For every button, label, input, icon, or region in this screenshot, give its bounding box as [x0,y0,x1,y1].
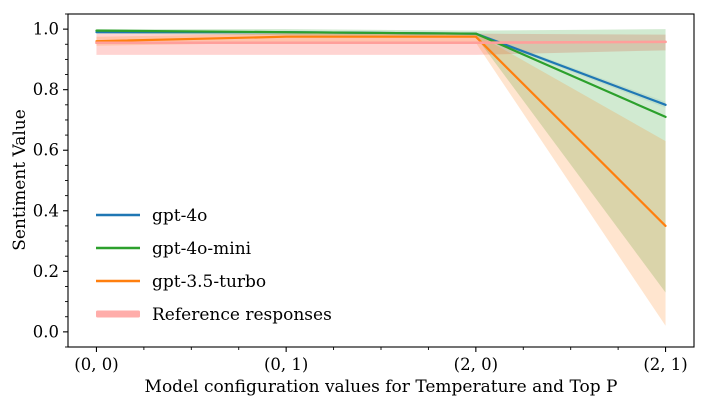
y-tick-label: 0.8 [33,80,59,99]
legend-item-reference-responses: Reference responses [96,305,332,325]
legend-label-reference-responses: Reference responses [152,305,332,325]
y-tick-label: 1.0 [33,20,59,39]
legend-item-gpt-4o-mini: gpt-4o-mini [96,239,252,259]
x-tick-label: (0, 1) [264,355,308,374]
line-gpt-4o-mini [95,29,667,119]
y-tick-label: 0.4 [33,201,59,220]
y-tick-label: 0.6 [33,141,59,160]
line-reference-responses [95,40,667,45]
band-reference-responses [96,33,666,55]
legend-swatch-reference-responses [96,310,140,318]
line-gpt-3-5-turbo [95,35,667,228]
band-gpt-4o-mini [96,29,666,293]
band-gpt-4o [96,30,666,108]
legend-label-gpt-4o: gpt-4o [152,206,207,226]
x-tick-label: (2, 0) [454,355,498,374]
y-tick-label: 0.0 [33,322,59,341]
x-axis-label: Model configuration values for Temperatu… [144,377,618,397]
x-tick-label: (0, 0) [74,355,118,374]
legend: gpt-4o gpt-4o-mini gpt-3.5-turbo Reference … [96,206,332,325]
y-axis-label: Sentiment Value [10,109,30,251]
band-gpt-3-5-turbo [96,33,666,326]
legend-item-gpt-4o: gpt-4o [96,206,207,226]
x-tick-label: (2, 1) [643,355,687,374]
legend-item-gpt-3-5-turbo: gpt-3.5-turbo [96,272,266,292]
legend-label-gpt-4o-mini: gpt-4o-mini [152,239,252,259]
axis-ticks: 0.0 0.2 0.4 0.6 0.8 1.0 (0, 0) (0, 1) (2, 0) (2, … [33,13,688,374]
legend-label-gpt-3-5-turbo: gpt-3.5-turbo [152,272,266,292]
y-tick-label: 0.2 [33,262,59,281]
